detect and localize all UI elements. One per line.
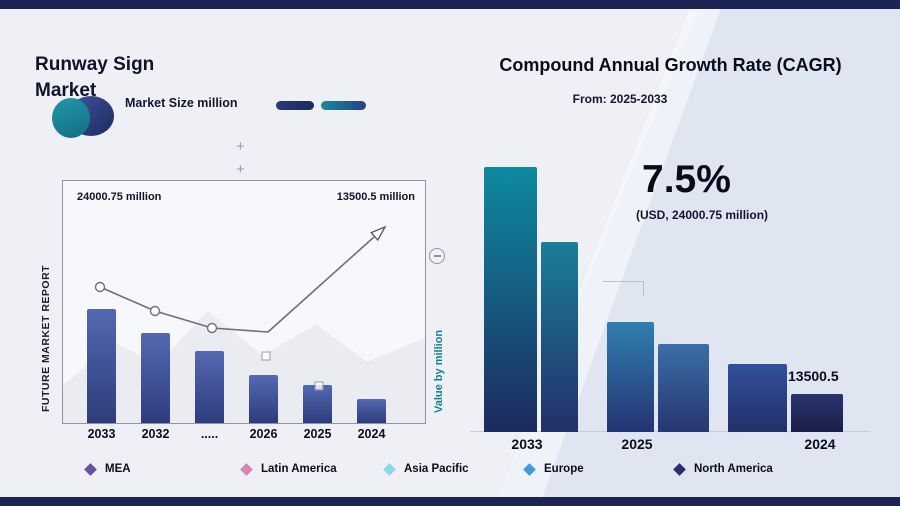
cagr-title: Compound Annual Growth Rate (CAGR) (499, 55, 842, 75)
bottom-border-bar (0, 497, 900, 506)
left-xlabel: ..... (200, 427, 219, 441)
left-chart-bars (63, 309, 425, 423)
pie-chart-icon (52, 94, 114, 138)
legend-item-north-america: North America (673, 462, 773, 476)
left-chart-xlabels: 2033 2032..... 2026 2025 2024 (63, 427, 449, 441)
left-bar-2033 (87, 309, 116, 423)
legend-item-europe: Europe (523, 462, 584, 476)
legend-diamond-icon (383, 462, 396, 476)
left-xlabel: 2033 (87, 427, 116, 441)
right-xlabel-2024: 2024 (804, 436, 836, 452)
legend-diamond-icon (673, 462, 686, 476)
bar-2024-1 (728, 364, 787, 432)
legend-item-asia-pacific: Asia Pacific (383, 462, 469, 476)
legend-diamond-icon (84, 462, 97, 476)
top-border-bar (0, 0, 900, 9)
left-xlabel: 2032 (141, 427, 170, 441)
legend-label: MEA (105, 463, 131, 475)
legend-diamond-icon (523, 462, 536, 476)
right-xlabel-2033: 2033 (511, 436, 543, 452)
legend-label: Latin America (261, 463, 337, 475)
left-xlabel: 2024 (357, 427, 386, 441)
cagr-range-label: From: 2025-2033 (572, 92, 668, 106)
legend-item-latin-america: Latin America (240, 462, 337, 476)
cagr-value: 7.5% (642, 158, 731, 201)
left-bar- (195, 351, 224, 423)
page-title: Runway Sign Market (35, 54, 155, 101)
legend: MEA Latin America Asia Pacific Europe North … (0, 462, 900, 491)
trend-line (94, 225, 387, 391)
plus-decoration-icon: + (236, 161, 245, 178)
pie-slice-teal (52, 98, 90, 138)
future-market-report-label: FUTURE MARKET REPORT (40, 264, 52, 412)
start-value-label: 24000.75 million (77, 191, 162, 203)
legend-item-mea: MEA (84, 462, 131, 476)
pill-navy-icon (276, 101, 314, 110)
bar-2025-1 (607, 322, 654, 432)
bar-2033-1 (484, 167, 537, 432)
minus-dash (433, 255, 441, 257)
bar-2033-2 (541, 242, 578, 432)
legend-diamond-icon (240, 462, 253, 476)
left-bar-2026 (249, 375, 278, 423)
right-chart-groups (470, 167, 870, 432)
legend-label: North America (694, 463, 773, 475)
plus-decoration-icon: + (236, 138, 245, 155)
market-size-chart: 24000.75 million 13500.5 million (62, 180, 426, 424)
bar-2024-2 (791, 394, 843, 432)
bar-value-label: 13500.5 (788, 368, 839, 384)
minus-circle-icon (429, 248, 445, 264)
step-decoration (603, 281, 644, 296)
legend-label: Europe (544, 463, 584, 475)
left-xlabel: 2025 (303, 427, 332, 441)
pill-teal-icon (321, 101, 366, 110)
bar-group-2025 (607, 322, 709, 432)
value-axis-label: Value by million (433, 329, 445, 413)
market-size-label: Market Size million (125, 96, 238, 110)
end-value-label: 13500.5 million (336, 191, 415, 203)
left-bar-2032 (141, 333, 170, 423)
bar-2025-2 (658, 344, 709, 432)
right-xlabel-2025: 2025 (621, 436, 653, 452)
legend-label: Asia Pacific (404, 463, 469, 475)
bar-group-2033 (484, 167, 578, 432)
left-bar-2024 (357, 399, 386, 423)
bar-group-2024 (728, 364, 843, 432)
left-xlabel: 2026 (249, 427, 278, 441)
left-bar-2025 (303, 385, 332, 423)
cagr-detail: (USD, 24000.75 million) (636, 208, 769, 222)
